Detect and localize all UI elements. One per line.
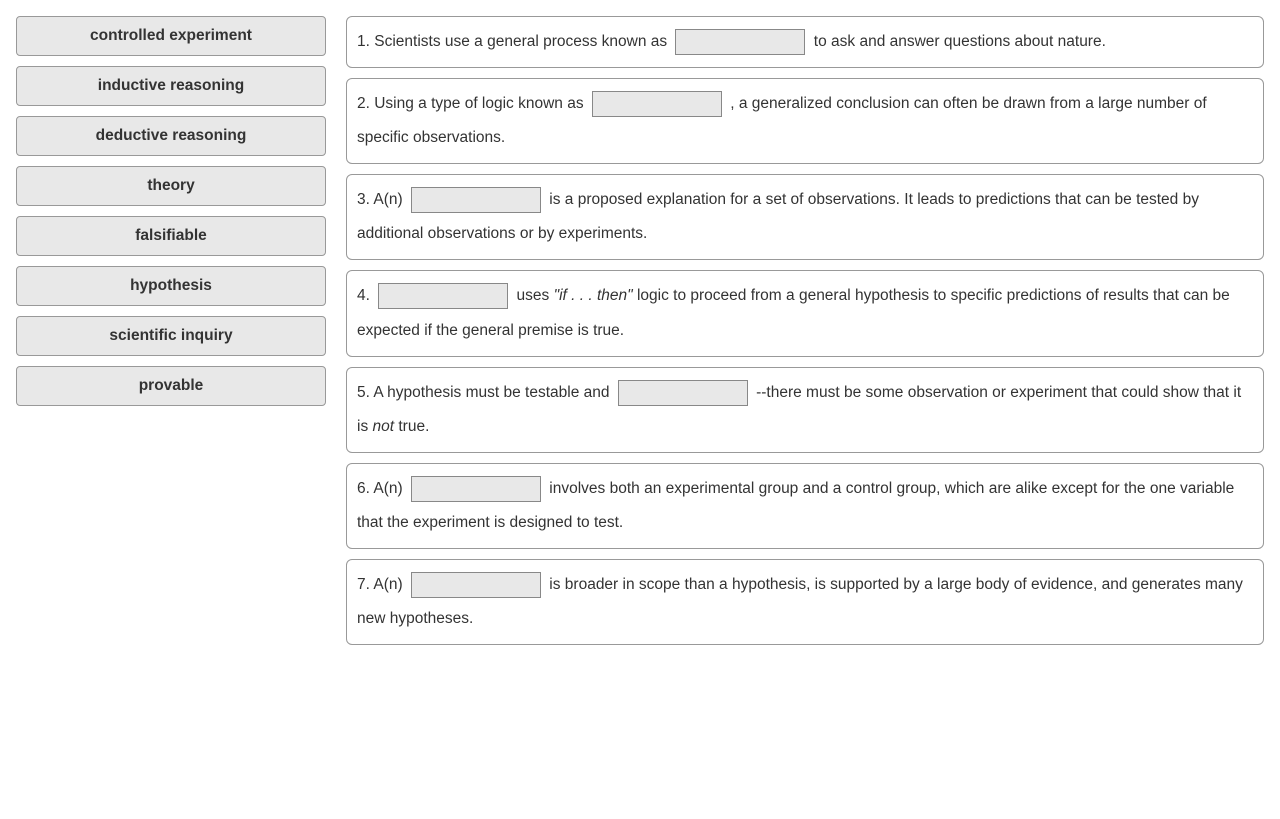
question-number: 3.: [357, 191, 373, 208]
answer-blank[interactable]: [411, 187, 541, 213]
term-tile[interactable]: controlled experiment: [16, 16, 326, 56]
question-box: 1. Scientists use a general process know…: [346, 16, 1264, 68]
terms-column: controlled experiment inductive reasoning…: [16, 16, 326, 406]
question-text: A(n): [373, 191, 407, 208]
answer-blank[interactable]: [618, 380, 748, 406]
answer-blank[interactable]: [592, 91, 722, 117]
question-box: 6. A(n) involves both an experimental gr…: [346, 463, 1264, 549]
answer-blank[interactable]: [411, 476, 541, 502]
term-tile[interactable]: inductive reasoning: [16, 66, 326, 106]
question-box: 4. uses "if . . . then" logic to proceed…: [346, 270, 1264, 356]
term-tile[interactable]: provable: [16, 366, 326, 406]
answer-blank[interactable]: [675, 29, 805, 55]
question-text: true.: [394, 418, 429, 435]
italic-text: not: [373, 418, 395, 435]
question-text: A hypothesis must be testable and: [373, 384, 613, 401]
question-number: 4.: [357, 287, 374, 304]
term-tile[interactable]: falsifiable: [16, 216, 326, 256]
question-box: 3. A(n) is a proposed explanation for a …: [346, 174, 1264, 260]
answer-blank[interactable]: [378, 283, 508, 309]
question-box: 2. Using a type of logic known as , a ge…: [346, 78, 1264, 164]
question-number: 5.: [357, 384, 373, 401]
questions-column: 1. Scientists use a general process know…: [346, 16, 1264, 645]
question-box: 7. A(n) is broader in scope than a hypot…: [346, 559, 1264, 645]
question-number: 2.: [357, 95, 374, 112]
question-text: A(n): [373, 480, 407, 497]
answer-blank[interactable]: [411, 572, 541, 598]
term-tile[interactable]: scientific inquiry: [16, 316, 326, 356]
term-tile[interactable]: deductive reasoning: [16, 116, 326, 156]
term-tile[interactable]: hypothesis: [16, 266, 326, 306]
italic-text: "if . . . then": [554, 287, 633, 304]
question-text: uses: [512, 287, 553, 304]
term-tile[interactable]: theory: [16, 166, 326, 206]
question-number: 1.: [357, 33, 374, 50]
question-text: Using a type of logic known as: [374, 95, 588, 112]
question-text: A(n): [373, 576, 407, 593]
question-number: 6.: [357, 480, 373, 497]
question-text: to ask and answer questions about nature…: [809, 33, 1105, 50]
exercise-layout: controlled experiment inductive reasoning…: [16, 16, 1264, 645]
question-box: 5. A hypothesis must be testable and --t…: [346, 367, 1264, 453]
question-text: Scientists use a general process known a…: [374, 33, 671, 50]
question-number: 7.: [357, 576, 373, 593]
